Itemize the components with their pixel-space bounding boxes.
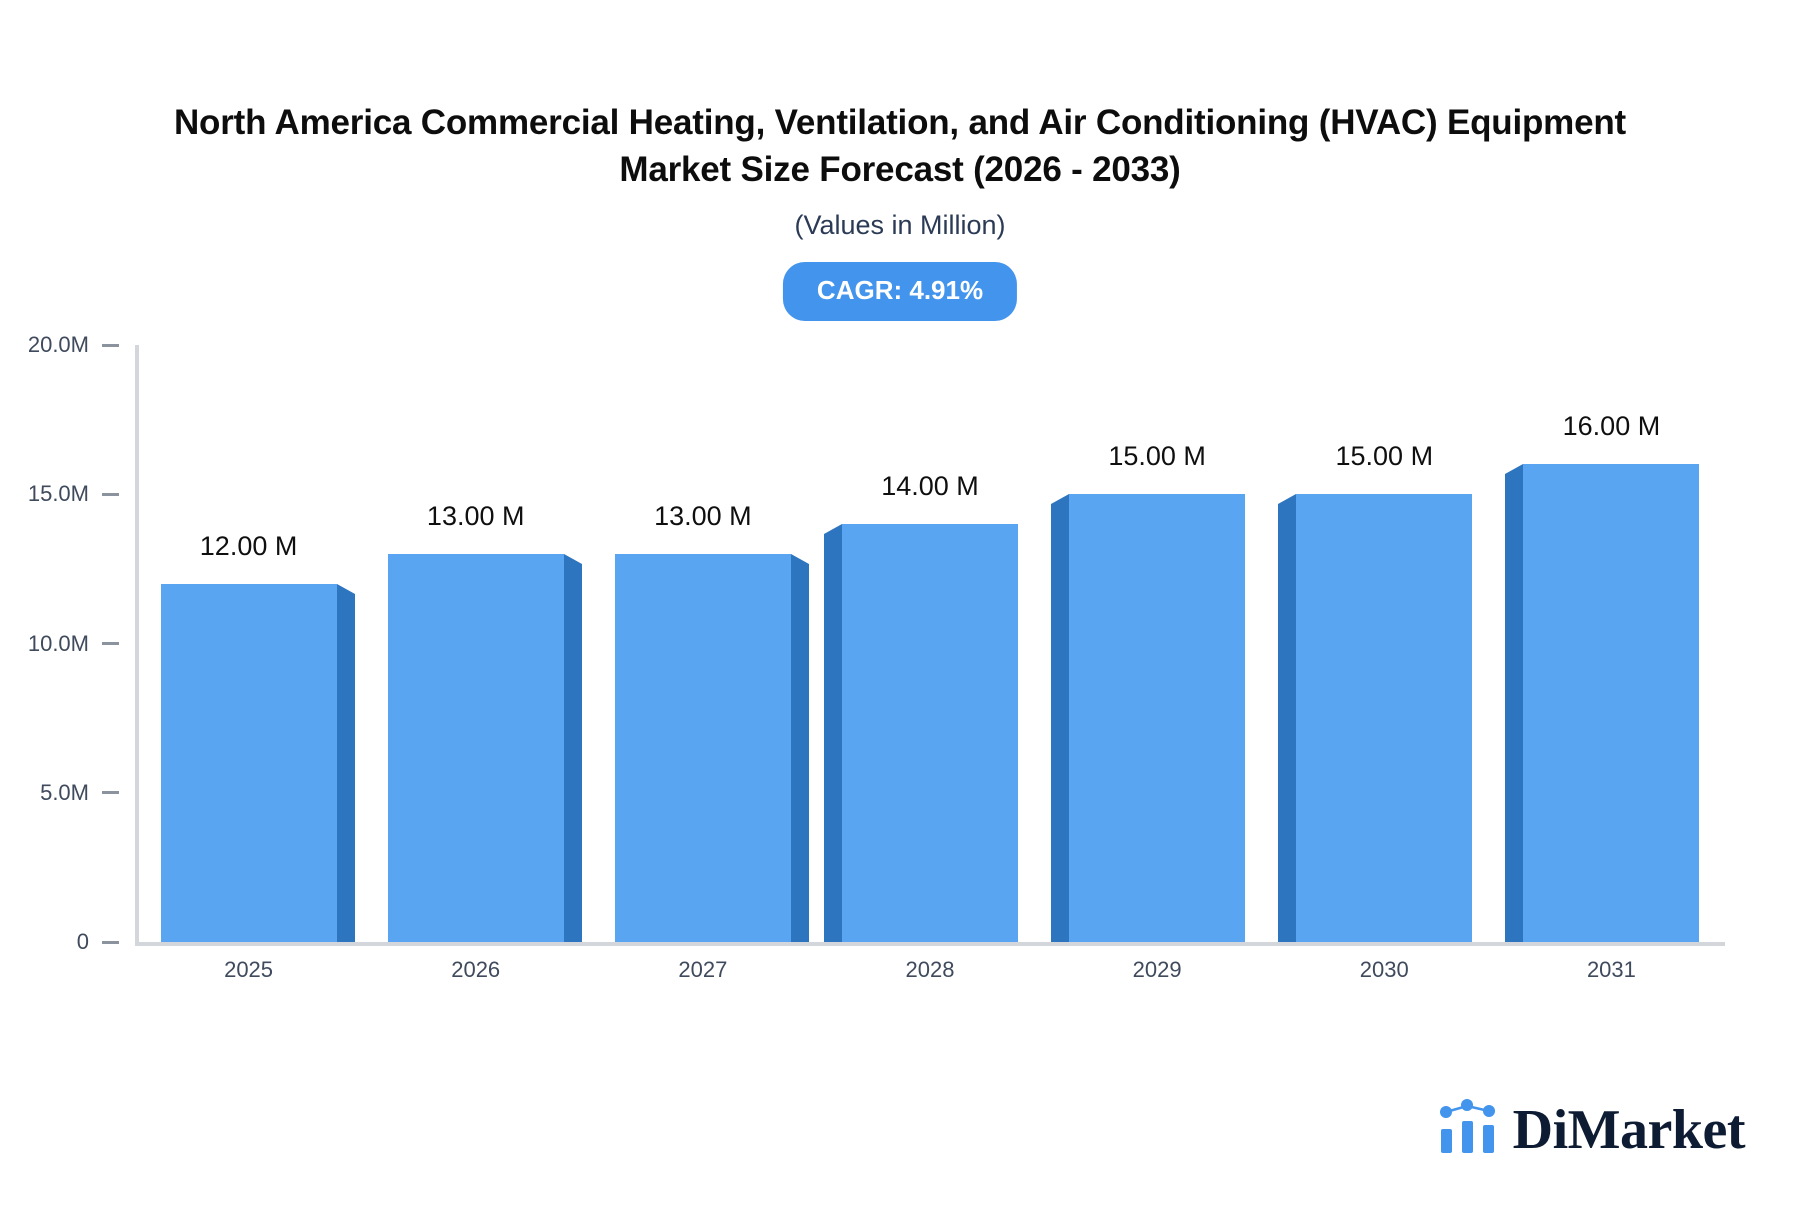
bar-top-bevel — [563, 553, 582, 564]
bar-top-bevel — [336, 583, 355, 594]
dimarket-logo: DiMarket — [1437, 1098, 1746, 1161]
y-axis-tick-dash — [102, 940, 119, 944]
bar-face — [1069, 494, 1246, 942]
bar[interactable]: 14.00 M — [824, 471, 1018, 942]
y-axis-tick: 15.0M — [0, 481, 135, 507]
bar-value-label: 12.00 M — [199, 530, 298, 561]
bar[interactable]: 13.00 M — [614, 501, 809, 942]
bar[interactable]: 16.00 M — [1505, 411, 1700, 942]
bar-top-bevel — [1505, 464, 1524, 475]
bar-value-label: 13.00 M — [426, 500, 525, 531]
y-axis-tick-label: 0 — [76, 929, 89, 954]
y-axis-tick-dash — [102, 791, 119, 795]
bars-layer: 12.00 M 13.00 M 13.00 M 14.00 M 15.00 M 15.00… — [135, 345, 1725, 942]
bar-face — [160, 583, 337, 942]
y-axis-tick-label: 5.0M — [40, 779, 89, 805]
bar[interactable]: 15.00 M — [1278, 441, 1473, 942]
x-axis-tick-label: 2025 — [224, 957, 274, 982]
y-axis-line — [135, 345, 139, 942]
bar-value-label: 16.00 M — [1562, 411, 1661, 442]
y-axis-tick: 0 — [0, 929, 135, 955]
plot-area: 0 5.0M 10.0M 15.0M 20.0M 12.00 M 13.00 M 13.00… — [28, 332, 1725, 982]
x-axis-tick-label: 2031 — [1586, 957, 1636, 982]
bar-face — [1296, 494, 1473, 942]
y-axis-tick-label: 15.0M — [27, 481, 89, 507]
bar-side-face — [824, 534, 842, 942]
y-axis-tick-dash — [102, 492, 119, 496]
x-axis-tick-label: 2028 — [905, 957, 955, 982]
y-axis-tick: 10.0M — [0, 631, 135, 657]
bar-top-bevel — [1051, 494, 1070, 505]
bar-side-face — [1505, 474, 1524, 942]
bar-side-face — [790, 563, 809, 942]
x-axis-tick-label: 2027 — [678, 957, 728, 982]
bar-value-label: 15.00 M — [1335, 441, 1434, 472]
bar-side-face — [563, 563, 582, 942]
logo-wordmark: DiMarket — [1512, 1098, 1746, 1161]
y-axis-tick-label: 20.0M — [27, 332, 89, 357]
y-axis-tick: 20.0M — [0, 332, 135, 358]
chart-title: North America Commercial Heating, Ventil… — [173, 103, 1626, 189]
bar-side-face — [1051, 504, 1070, 942]
bar-top-bevel — [790, 553, 809, 564]
bar[interactable]: 13.00 M — [387, 501, 582, 942]
x-axis-line — [135, 942, 1725, 946]
chart-subtitle: (Values in Million) — [794, 209, 1006, 240]
y-axis-tick-dash — [102, 343, 119, 347]
bar[interactable]: 15.00 M — [1051, 441, 1246, 942]
bar-side-face — [336, 593, 355, 942]
x-axis-tick-label: 2030 — [1359, 957, 1409, 982]
bar-value-label: 15.00 M — [1108, 441, 1206, 472]
bar-face — [387, 553, 564, 942]
bar-face — [1523, 464, 1700, 942]
cagr-badge: CAGR: 4.91% — [782, 262, 1018, 321]
bar-top-bevel — [1278, 494, 1297, 505]
bar-value-label: 13.00 M — [654, 500, 752, 531]
y-axis-tick: 5.0M — [0, 780, 135, 806]
title-block: North America Commercial Heating, Ventil… — [0, 100, 1800, 241]
y-axis-tick-label: 10.0M — [27, 630, 89, 656]
bar-face — [842, 524, 1018, 942]
bar-face — [614, 553, 791, 942]
x-axis-tick-label: 2026 — [451, 957, 501, 982]
y-axis-tick-dash — [102, 642, 119, 645]
bar[interactable]: 12.00 M — [160, 531, 355, 942]
bar-value-label: 14.00 M — [881, 471, 979, 502]
bar-chart-icon — [1437, 1099, 1499, 1160]
bar-top-bevel — [824, 524, 842, 535]
x-axis-tick-label: 2029 — [1132, 957, 1182, 982]
bar-side-face — [1278, 504, 1297, 942]
